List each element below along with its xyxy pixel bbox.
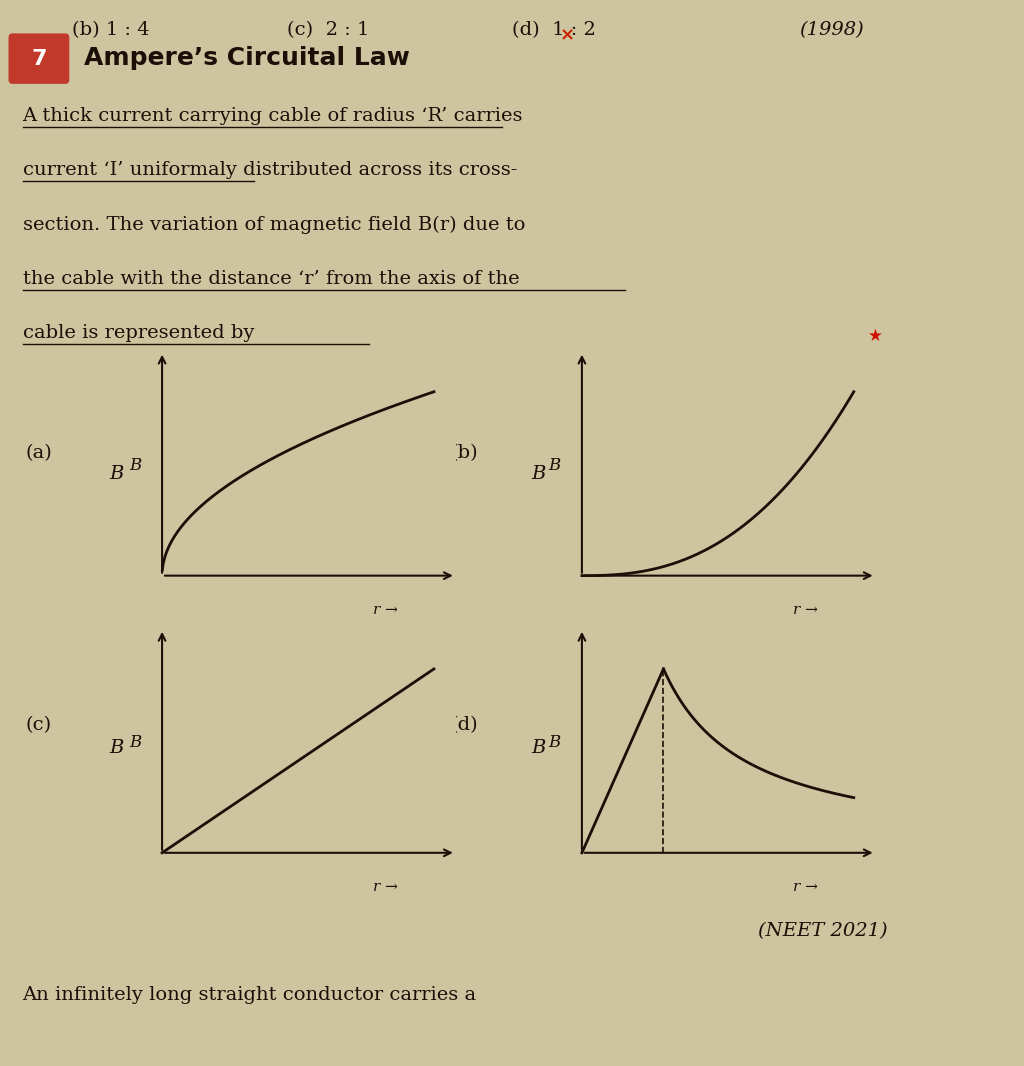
Text: section. The variation of magnetic field B(r) due to: section. The variation of magnetic field… — [23, 215, 525, 233]
Text: B: B — [531, 740, 546, 757]
Text: B: B — [531, 466, 546, 483]
Text: cable is represented by: cable is represented by — [23, 324, 254, 342]
Text: 7: 7 — [31, 49, 47, 68]
Text: (1998): (1998) — [799, 21, 863, 39]
Text: the cable with the distance ‘r’ from the axis of the: the cable with the distance ‘r’ from the… — [23, 270, 519, 288]
Text: (d): (d) — [451, 716, 478, 733]
Text: (NEET 2021): (NEET 2021) — [758, 922, 888, 940]
Text: ★: ★ — [868, 327, 883, 344]
Text: (b) 1 : 4: (b) 1 : 4 — [72, 21, 150, 39]
Text: B: B — [110, 466, 124, 483]
Text: ×: × — [560, 27, 575, 45]
Text: B: B — [549, 457, 561, 474]
Text: r →: r → — [794, 881, 818, 894]
Text: An infinitely long straight conductor carries a: An infinitely long straight conductor ca… — [23, 986, 476, 1004]
Text: (b): (b) — [451, 445, 478, 462]
Text: (c): (c) — [26, 716, 52, 733]
Text: B: B — [129, 734, 141, 752]
Text: B: B — [129, 457, 141, 474]
Text: Ampere’s Circuital Law: Ampere’s Circuital Law — [84, 46, 410, 69]
Text: current ‘I’ uniformaly distributed across its cross-: current ‘I’ uniformaly distributed acros… — [23, 161, 517, 179]
Text: A thick current carrying cable of radius ‘R’ carries: A thick current carrying cable of radius… — [23, 107, 523, 125]
Text: B: B — [110, 740, 124, 757]
Text: B: B — [549, 734, 561, 752]
FancyBboxPatch shape — [9, 34, 69, 83]
Text: r →: r → — [374, 881, 398, 894]
Text: r →: r → — [794, 603, 818, 617]
Text: (c)  2 : 1: (c) 2 : 1 — [287, 21, 369, 39]
Text: r →: r → — [374, 603, 398, 617]
Text: (d)  1 : 2: (d) 1 : 2 — [512, 21, 596, 39]
Text: (a): (a) — [26, 445, 52, 462]
